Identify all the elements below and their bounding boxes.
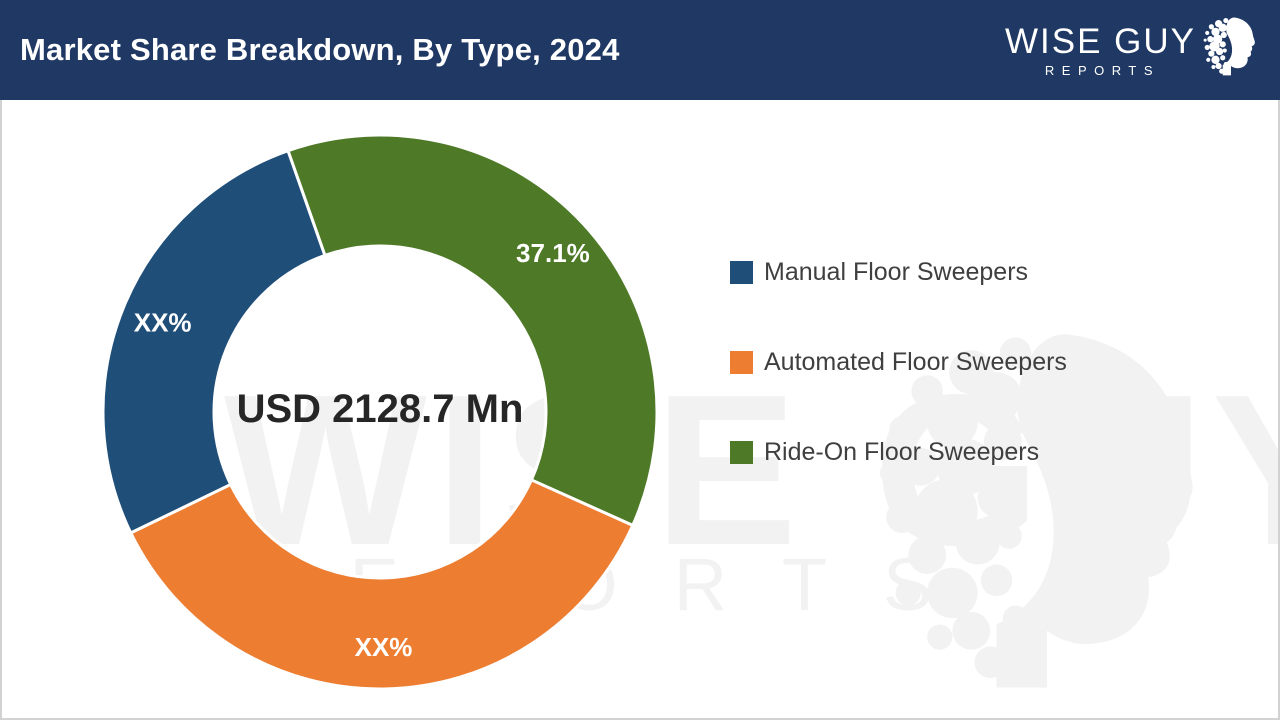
donut-segment-manual-floor-sweepers	[101, 148, 327, 535]
legend-item-manual: Manual Floor Sweepers	[730, 256, 1067, 288]
legend-swatch-ride-on	[730, 440, 753, 464]
wise-guy-logo: WISE GUY REPORTS	[1005, 10, 1262, 90]
logo-name-text: WISE GUY	[1004, 21, 1196, 61]
legend-swatch-manual	[730, 260, 753, 284]
legend-item-automated: Automated Floor Sweepers	[730, 346, 1067, 378]
donut-segment-automated-floor-sweepers	[128, 477, 635, 691]
page-title: Market Share Breakdown, By Type, 2024	[20, 32, 620, 67]
donut-chart: 37.1% XX% XX% USD 2128.7 Mn	[101, 133, 659, 691]
legend-label: Automated Floor Sweepers	[764, 347, 1067, 376]
legend-item-ride-on: Ride-On Floor Sweepers	[730, 436, 1067, 468]
legend-label: Ride-On Floor Sweepers	[764, 437, 1040, 466]
segment-percent-label: 37.1%	[516, 238, 590, 268]
logo-face-icon	[1203, 17, 1255, 76]
header-bar: Market Share Breakdown, By Type, 2024 WI…	[0, 0, 1280, 100]
chart-area: WISE GUY REPORTS 37.1% XX% XX% USD 2128.7 …	[0, 100, 1280, 720]
legend-swatch-automated	[730, 350, 753, 374]
chart-legend: Manual Floor Sweepers Automated Floor Sw…	[730, 256, 1067, 526]
donut-center-value: USD 2128.7 Mn	[237, 387, 524, 431]
legend-label: Manual Floor Sweepers	[764, 257, 1029, 286]
segment-percent-label: XX%	[134, 308, 192, 338]
logo-subname-text: REPORTS	[1044, 62, 1161, 78]
segment-percent-label: XX%	[355, 632, 413, 662]
donut-segment-ride-on-floor-sweepers	[286, 133, 659, 528]
